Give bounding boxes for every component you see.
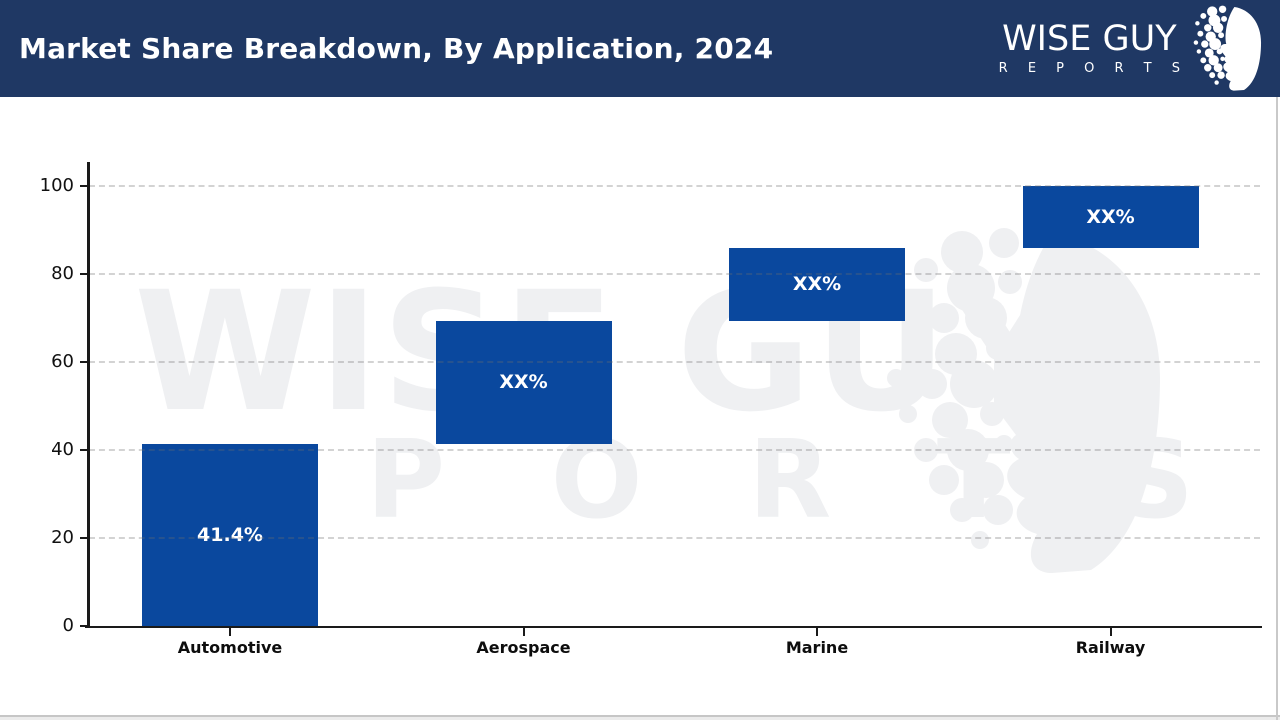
brand-subtitle: R E P O R T S [998, 60, 1188, 76]
y-tick-label-100: 100 [39, 175, 74, 196]
bar-value-label: XX% [1086, 206, 1135, 229]
brand-logo-text: WISE GUY R E P O R T S [991, 18, 1188, 76]
y-tick-40 [80, 449, 88, 451]
bar-value-label: 41.4% [197, 523, 263, 546]
bar-value-label: XX% [499, 371, 548, 394]
x-tick-railway [1109, 628, 1112, 636]
x-label-railway: Railway [1075, 638, 1146, 657]
gridline-100 [89, 185, 1260, 187]
bar-marine: XX% [729, 248, 905, 321]
y-tick-60 [80, 361, 88, 363]
y-tick-20 [80, 537, 88, 539]
gridline-80 [89, 273, 1260, 275]
x-label-marine: Marine [785, 638, 849, 657]
gridline-40 [89, 449, 1260, 451]
x-tick-automotive [229, 628, 231, 636]
gridline-20 [89, 537, 1260, 539]
logo-head-icon [1193, 5, 1262, 91]
bar-value-label: XX% [792, 273, 842, 296]
y-axis-spine [87, 162, 90, 627]
y-tick-label-60: 60 [51, 351, 74, 372]
y-tick-label-40: 40 [51, 439, 74, 460]
brand-logo: WISE GUY R E P O R T S [991, 4, 1264, 93]
bar-railway: XX% [1022, 186, 1199, 249]
bar-aerospace: XX% [435, 320, 612, 444]
right-border [1276, 97, 1278, 720]
y-tick-label-80: 80 [51, 263, 74, 284]
x-label-aerospace: Aerospace [476, 638, 571, 657]
y-tick-80 [80, 273, 88, 275]
brand-name: WISE GUY [1002, 18, 1177, 59]
watermark-head-graphic [887, 228, 1160, 573]
y-tick-100 [80, 185, 88, 187]
bar-automotive: 41.4% [142, 443, 318, 626]
x-tick-marine [816, 628, 818, 636]
x-label-automotive: Automotive [177, 638, 283, 657]
y-tick-label-20: 20 [51, 527, 74, 548]
y-tick-label-0: 0 [62, 615, 74, 636]
chart-title: Market Share Breakdown, By Application, … [19, 32, 774, 65]
bottom-strip [0, 717, 1280, 720]
y-tick-0 [80, 625, 88, 627]
x-tick-aerospace [522, 628, 525, 636]
gridline-60 [89, 361, 1260, 363]
bottom-border [0, 715, 1280, 717]
x-axis-spine [85, 625, 1262, 628]
header-bar: Market Share Breakdown, By Application, … [0, 0, 1280, 97]
